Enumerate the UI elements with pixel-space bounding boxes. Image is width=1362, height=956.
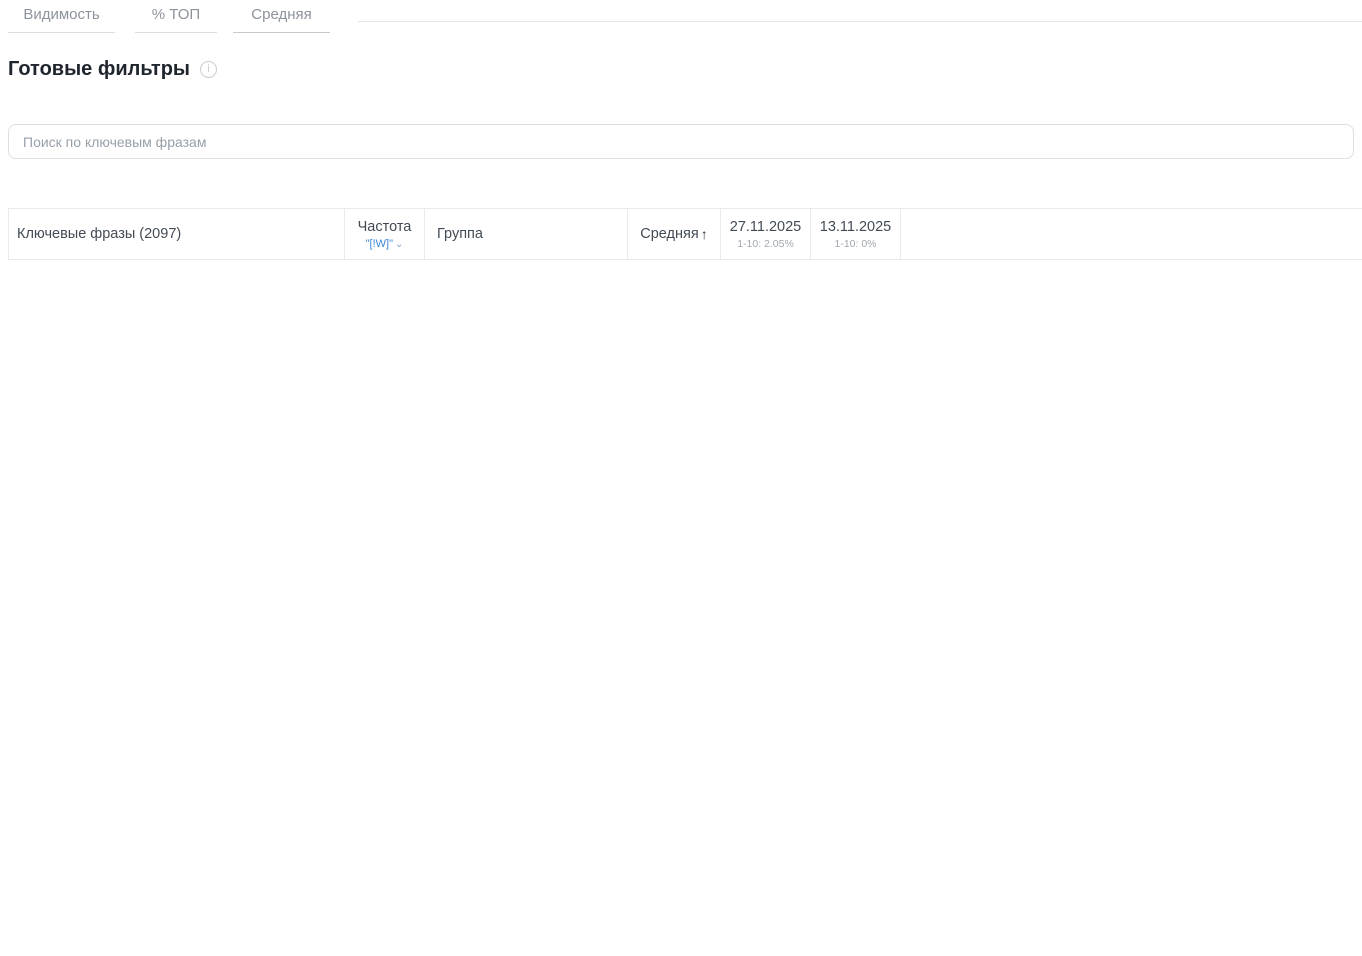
tab-label: Средняя (251, 6, 312, 23)
frequency-filter-link[interactable]: "[!W]" ⌄ (366, 238, 404, 250)
date2-label: 13.11.2025 (819, 218, 892, 235)
table-header: Ключевые фразы (2097) Частота "[!W]" ⌄ Гр… (8, 208, 1362, 260)
column-header-average[interactable]: Средняя ↑ (628, 209, 721, 259)
date1-label: 27.11.2025 (729, 218, 802, 235)
frequency-label: Частота (357, 218, 412, 235)
keywords-count-label: Ключевые фразы (2097) (17, 226, 182, 242)
search-input[interactable] (8, 124, 1354, 159)
column-header-frequency[interactable]: Частота "[!W]" ⌄ (345, 209, 425, 259)
column-header-date2[interactable]: 13.11.2025 1-10: 0% (811, 209, 901, 259)
average-label: Средняя (640, 226, 699, 242)
top-divider (358, 21, 1362, 22)
chevron-down-icon: ⌄ (394, 238, 404, 250)
sort-asc-icon: ↑ (700, 226, 708, 242)
tab-underline (135, 32, 217, 33)
tab-visibility[interactable]: Видимость (8, 6, 115, 33)
column-header-empty (901, 209, 1362, 259)
tab-average[interactable]: Средняя (233, 6, 330, 33)
search-wrap (8, 124, 1362, 159)
column-header-date1[interactable]: 27.11.2025 1-10: 2.05% (721, 209, 811, 259)
column-header-group[interactable]: Группа (425, 209, 628, 259)
date1-subtext: 1-10: 2.05% (737, 237, 794, 250)
tab-label: Видимость (23, 6, 100, 23)
tab-underline (8, 32, 115, 33)
page-title: Готовые фильтры (8, 58, 190, 80)
frequency-filter-value: "[!W]" (365, 237, 393, 250)
view-tabs: Видимость % ТОП Средняя (8, 0, 1362, 40)
tab-label: % ТОП (151, 6, 201, 23)
column-header-keywords[interactable]: Ключевые фразы (2097) (8, 209, 345, 259)
filters-section-header: Готовые фильтры i (8, 58, 1362, 81)
tab-percent-top[interactable]: % ТОП (135, 6, 217, 33)
keywords-table: Ключевые фразы (2097) Частота "[!W]" ⌄ Гр… (8, 208, 1362, 260)
group-label: Группа (437, 226, 483, 242)
date2-subtext: 1-10: 0% (834, 237, 877, 250)
tab-underline (233, 32, 330, 33)
info-icon[interactable]: i (200, 61, 217, 78)
